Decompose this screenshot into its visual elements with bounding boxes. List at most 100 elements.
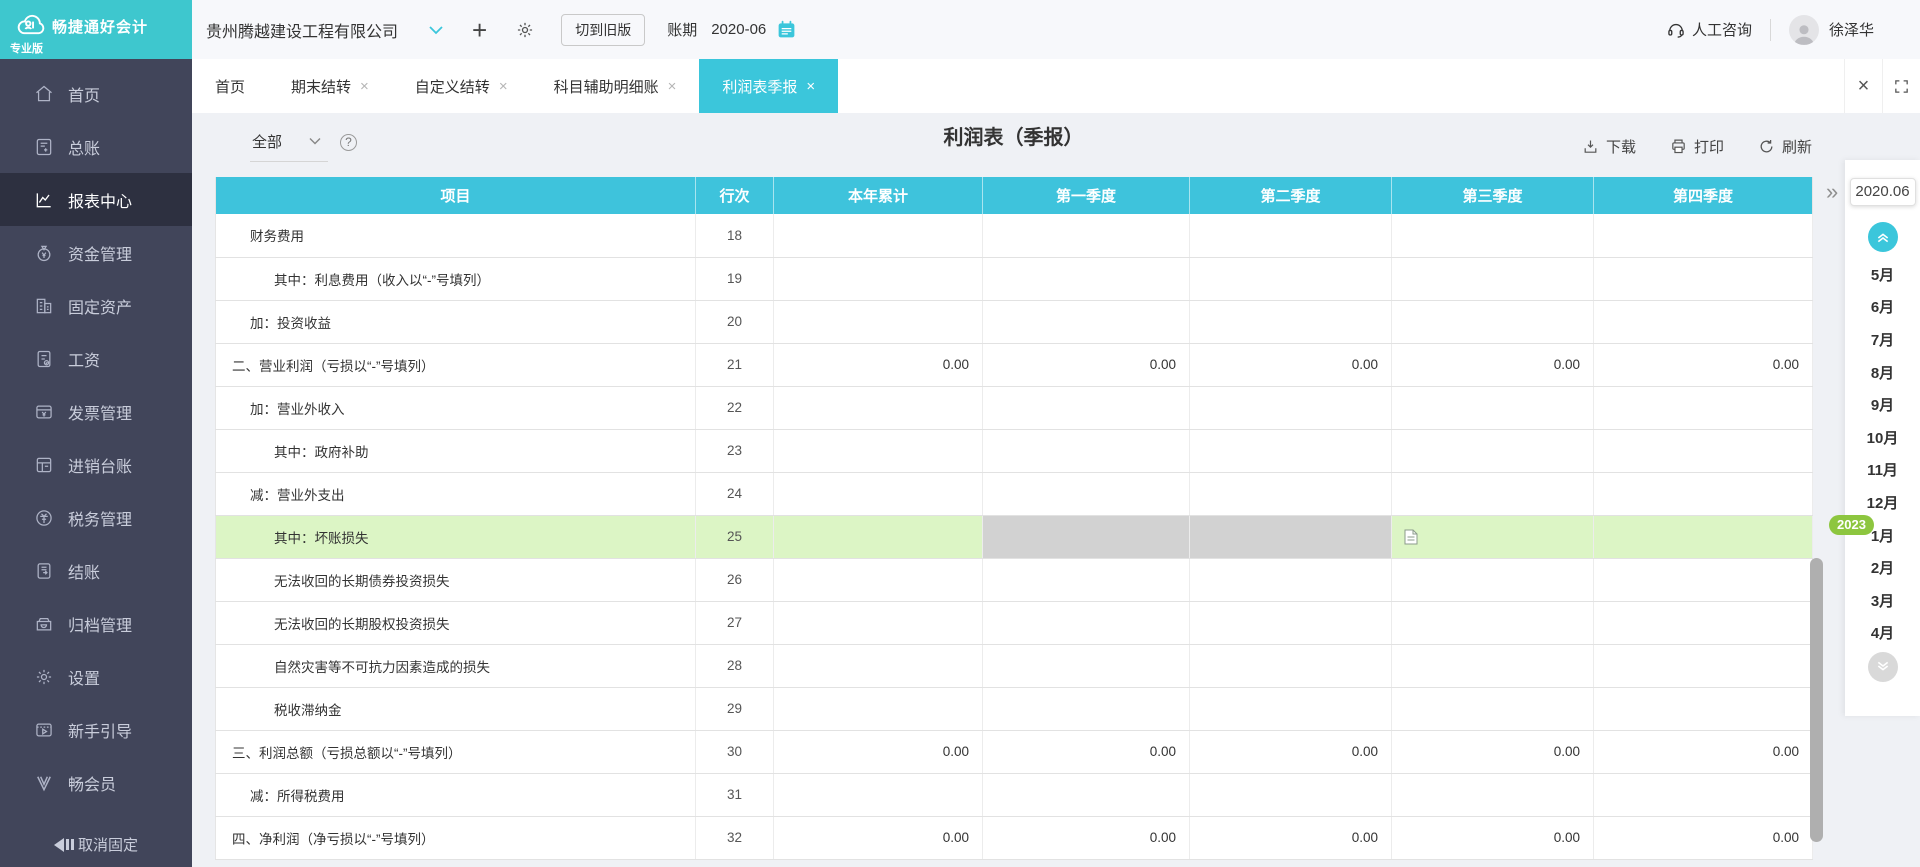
sidebar-item-purchase-sales[interactable]: 进销台账 bbox=[0, 438, 192, 491]
cell-q2[interactable] bbox=[1189, 214, 1392, 258]
cell-q3[interactable] bbox=[1391, 515, 1594, 559]
cell-q1[interactable] bbox=[982, 214, 1190, 258]
cell-line-number[interactable]: 22 bbox=[695, 386, 774, 430]
month-item[interactable]: 12月 bbox=[1866, 494, 1899, 512]
cell-item-label[interactable]: 其中：利息费用（收入以“-”号填列） bbox=[215, 257, 696, 301]
tab-close-icon[interactable]: × bbox=[498, 77, 508, 95]
cell-line-number[interactable]: 18 bbox=[695, 214, 774, 258]
cell-q1[interactable]: 0.00 bbox=[982, 730, 1190, 774]
cell-q4[interactable] bbox=[1593, 386, 1813, 430]
cell-q3[interactable] bbox=[1391, 472, 1594, 516]
cell-item-label[interactable]: 加：投资收益 bbox=[215, 300, 696, 344]
sidebar-item-report-center[interactable]: 报表中心 bbox=[0, 173, 192, 226]
cell-q4[interactable] bbox=[1593, 515, 1813, 559]
sidebar-item-member[interactable]: 畅会员 bbox=[0, 756, 192, 809]
cell-q1[interactable] bbox=[982, 601, 1190, 645]
cell-item-label[interactable]: 自然灾害等不可抗力因素造成的损失 bbox=[215, 644, 696, 688]
month-item[interactable]: 1月 bbox=[1870, 527, 1895, 545]
sidebar-item-salary[interactable]: 工资 bbox=[0, 332, 192, 385]
switch-old-version-button[interactable]: 切到旧版 bbox=[561, 13, 646, 46]
cell-item-label[interactable]: 减：营业外支出 bbox=[215, 472, 696, 516]
cell-q2[interactable] bbox=[1189, 386, 1392, 430]
cell-q3[interactable]: 0.00 bbox=[1391, 343, 1594, 387]
scroll-months-down-button[interactable] bbox=[1867, 652, 1898, 683]
month-item[interactable]: 8月 bbox=[1870, 364, 1895, 382]
cell-q2[interactable] bbox=[1189, 601, 1392, 645]
company-chevron-down-icon[interactable] bbox=[428, 24, 444, 36]
cell-q4[interactable]: 0.00 bbox=[1593, 730, 1813, 774]
scroll-months-up-button[interactable] bbox=[1867, 222, 1898, 252]
cell-line-number[interactable]: 29 bbox=[695, 687, 774, 731]
download-button[interactable]: 下载 bbox=[1582, 136, 1636, 157]
cell-q1[interactable] bbox=[982, 515, 1190, 559]
month-item[interactable]: 4月 bbox=[1870, 625, 1895, 643]
cell-q1[interactable] bbox=[982, 773, 1190, 817]
username[interactable]: 徐泽华 bbox=[1828, 22, 1874, 39]
sidebar-item-settings[interactable]: 设置 bbox=[0, 650, 192, 703]
cell-line-number[interactable]: 31 bbox=[695, 773, 774, 817]
cell-q2[interactable]: 0.00 bbox=[1189, 816, 1392, 860]
cell-q3[interactable] bbox=[1391, 558, 1594, 602]
cell-line-number[interactable]: 19 bbox=[695, 257, 774, 301]
month-item[interactable]: 7月 bbox=[1870, 331, 1895, 349]
cell-line-number[interactable]: 24 bbox=[695, 472, 774, 516]
close-all-tabs-button[interactable]: × bbox=[1844, 59, 1882, 113]
cell-q1[interactable] bbox=[982, 429, 1190, 473]
cell-q4[interactable] bbox=[1593, 601, 1813, 645]
cell-ytd[interactable]: 0.00 bbox=[773, 343, 983, 387]
cell-ytd[interactable] bbox=[773, 214, 983, 258]
cell-q4[interactable] bbox=[1593, 257, 1813, 301]
tab-custom-carryover[interactable]: 自定义结转 × bbox=[392, 59, 531, 113]
cell-q4[interactable]: 0.00 bbox=[1593, 343, 1813, 387]
cell-q2[interactable] bbox=[1189, 558, 1392, 602]
fullscreen-button[interactable] bbox=[1882, 59, 1920, 113]
cell-q4[interactable] bbox=[1593, 644, 1813, 688]
cell-line-number[interactable]: 32 bbox=[695, 816, 774, 860]
cell-q1[interactable] bbox=[982, 644, 1190, 688]
month-item[interactable]: 2月 bbox=[1870, 560, 1895, 578]
cell-ytd[interactable]: 0.00 bbox=[773, 816, 983, 860]
cell-q3[interactable] bbox=[1391, 601, 1594, 645]
cell-line-number[interactable]: 23 bbox=[695, 429, 774, 473]
cell-ytd[interactable]: 0.00 bbox=[773, 730, 983, 774]
tab-close-icon[interactable]: × bbox=[806, 77, 816, 95]
attachment-doc-icon[interactable] bbox=[1404, 529, 1418, 545]
cell-q1[interactable]: 0.00 bbox=[982, 816, 1190, 860]
cell-ytd[interactable] bbox=[773, 515, 983, 559]
sidebar-item-tax[interactable]: 税务管理 bbox=[0, 491, 192, 544]
cell-q3[interactable] bbox=[1391, 257, 1594, 301]
cell-item-label[interactable]: 四、净利润（净亏损以“-”号填列） bbox=[215, 816, 696, 860]
sidebar-item-funds[interactable]: 资金管理 bbox=[0, 226, 192, 279]
refresh-button[interactable]: 刷新 bbox=[1758, 136, 1812, 157]
account-settings-gear-icon[interactable] bbox=[515, 20, 535, 40]
cell-q2[interactable] bbox=[1189, 644, 1392, 688]
cell-q2[interactable] bbox=[1189, 429, 1392, 473]
sidebar-item-closing[interactable]: 结账 bbox=[0, 544, 192, 597]
cell-line-number[interactable]: 27 bbox=[695, 601, 774, 645]
cell-item-label[interactable]: 其中：政府补助 bbox=[215, 429, 696, 473]
cell-q1[interactable] bbox=[982, 257, 1190, 301]
cell-ytd[interactable] bbox=[773, 472, 983, 516]
cell-q3[interactable] bbox=[1391, 214, 1594, 258]
cell-q4[interactable] bbox=[1593, 429, 1813, 473]
cell-item-label[interactable]: 二、营业利润（亏损以“-”号填列） bbox=[215, 343, 696, 387]
calendar-icon[interactable] bbox=[776, 19, 797, 40]
cell-q4[interactable] bbox=[1593, 558, 1813, 602]
cell-q4[interactable] bbox=[1593, 300, 1813, 344]
cell-line-number[interactable]: 25 bbox=[695, 515, 774, 559]
cell-line-number[interactable]: 20 bbox=[695, 300, 774, 344]
cell-ytd[interactable] bbox=[773, 300, 983, 344]
cell-ytd[interactable] bbox=[773, 257, 983, 301]
cell-q2[interactable] bbox=[1189, 472, 1392, 516]
month-item[interactable]: 5月 bbox=[1870, 266, 1895, 284]
cell-line-number[interactable]: 21 bbox=[695, 343, 774, 387]
tab-period-end-carryover[interactable]: 期末结转 × bbox=[268, 59, 392, 113]
sidebar-item-invoice[interactable]: 发票管理 bbox=[0, 385, 192, 438]
current-period-box[interactable]: 2020.06 bbox=[1849, 178, 1916, 206]
cell-q3[interactable] bbox=[1391, 644, 1594, 688]
help-icon[interactable]: ? bbox=[340, 133, 358, 151]
cell-q2[interactable] bbox=[1189, 687, 1392, 731]
cell-q2[interactable] bbox=[1189, 257, 1392, 301]
cell-line-number[interactable]: 26 bbox=[695, 558, 774, 602]
cell-q2[interactable]: 0.00 bbox=[1189, 343, 1392, 387]
